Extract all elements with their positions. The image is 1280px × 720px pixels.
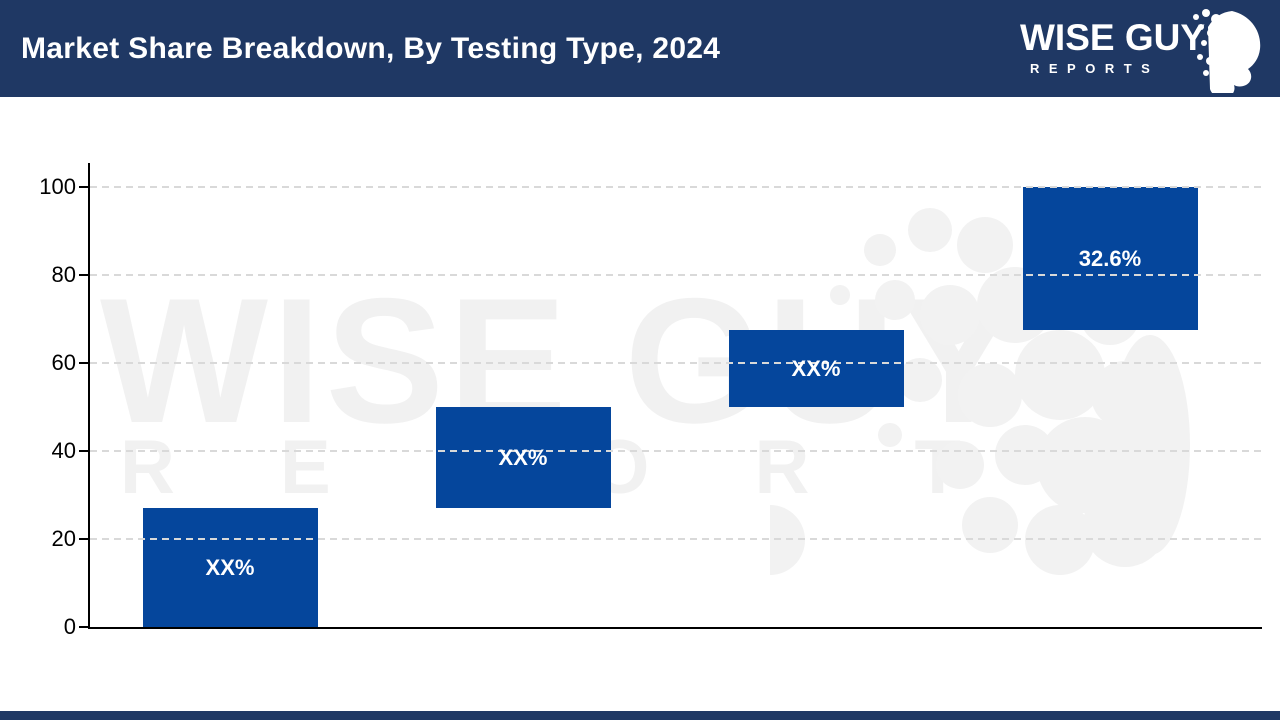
gridline-20 [90,538,1262,540]
bar-value-label-2: XX% [498,444,548,470]
gridline-60 [90,362,1262,364]
gridline-100 [90,186,1262,188]
y-tick-40 [79,450,88,452]
y-tick-label-80: 80 [51,262,76,287]
y-tick-60 [79,362,88,364]
y-tick-label-100: 100 [39,174,76,199]
y-tick-label-60: 60 [51,350,76,375]
x-axis-spine [88,627,1262,629]
bar-value-label-3: XX% [791,355,841,381]
logo-text-line1: WISE GUY [1020,17,1205,58]
header-bar: Market Share Breakdown, By Testing Type,… [0,0,1280,97]
gridline-80 [90,274,1262,276]
y-tick-label-0: 0 [63,614,76,639]
y-tick-label-20: 20 [51,526,76,551]
footer-bar [0,711,1280,720]
y-axis-spine [88,163,90,629]
gridline-40 [90,450,1262,452]
bar-value-label-4: 32.6% [1078,245,1142,271]
y-tick-0 [79,626,88,628]
y-tick-label-40: 40 [51,438,76,463]
bar-1 [142,508,318,627]
logo-face-dots-icon [1193,9,1261,93]
chart-area: WISE GUY R E P O R T S 020406080100XX%In… [0,97,1280,711]
wiseguy-logo: WISE GUY REPORTS [1020,9,1261,93]
bar-value-label-1: XX% [205,554,255,580]
y-tick-20 [79,538,88,540]
bar-2 [435,407,611,509]
bar-4 [1022,187,1198,331]
y-tick-80 [79,274,88,276]
y-tick-100 [79,186,88,188]
logo-text-line2: REPORTS [1030,61,1159,76]
bar-3 [728,330,904,407]
logo-face-profile-icon [1208,11,1261,93]
page-title: Market Share Breakdown, By Testing Type,… [21,31,721,65]
